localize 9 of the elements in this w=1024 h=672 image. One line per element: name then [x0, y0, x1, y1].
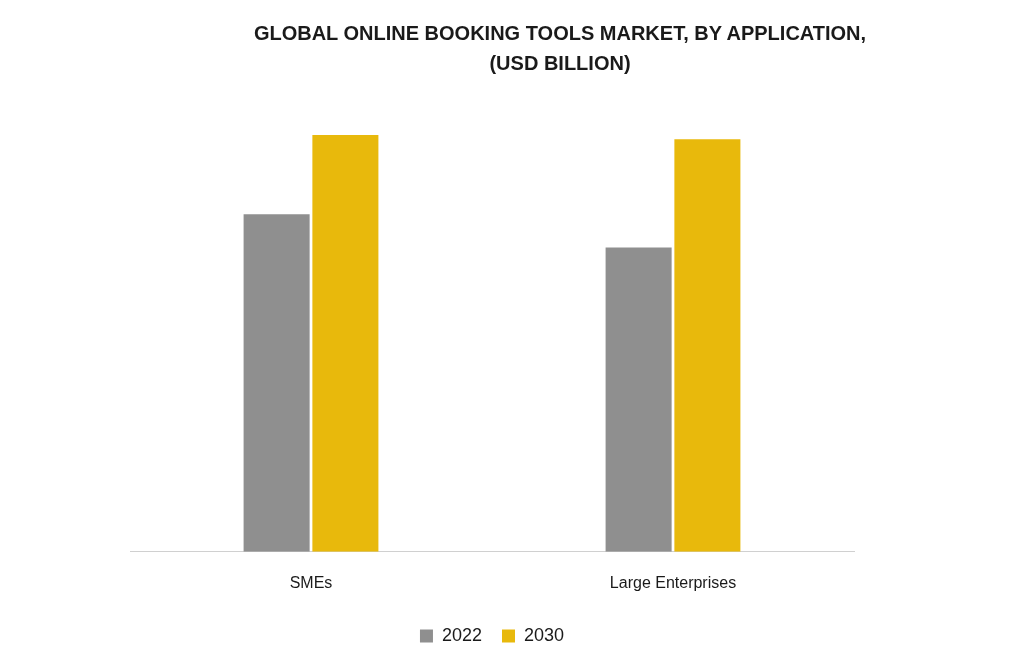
legend-label: 2022 [441, 624, 482, 645]
bar [605, 247, 672, 552]
chart-title: GLOBAL ONLINE BOOKING TOOLS MARKET, BY APPLICATION, (USD BILLION) [252, 21, 868, 76]
x-tick-label: SMEs [289, 573, 333, 591]
bar [674, 139, 741, 552]
bar [243, 214, 310, 552]
legend-label: 2030 [524, 624, 565, 645]
bar [312, 135, 379, 552]
x-tick-label: Large Enterprises [609, 573, 737, 591]
